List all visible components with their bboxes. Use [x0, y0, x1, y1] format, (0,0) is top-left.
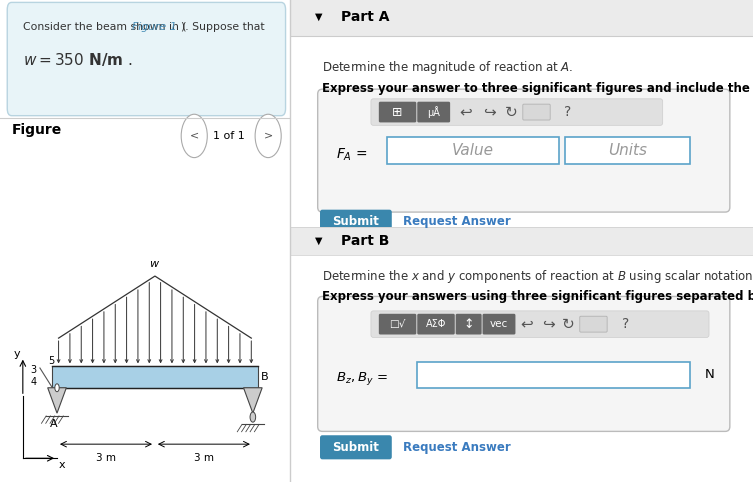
FancyBboxPatch shape	[318, 89, 730, 212]
Text: 1 of 1: 1 of 1	[213, 131, 245, 141]
FancyBboxPatch shape	[456, 314, 482, 335]
Text: $w = 350\ \mathbf{N/m}$ .: $w = 350\ \mathbf{N/m}$ .	[23, 51, 133, 67]
Text: ?: ?	[564, 105, 572, 119]
Text: >: >	[264, 131, 273, 141]
Bar	[290, 227, 753, 255]
FancyBboxPatch shape	[8, 2, 285, 116]
Text: ). Suppose that: ). Suppose that	[181, 22, 265, 32]
Bar	[566, 137, 691, 164]
Text: A: A	[50, 419, 57, 429]
FancyBboxPatch shape	[320, 210, 392, 234]
Text: Figure: Figure	[11, 123, 62, 137]
Bar	[53, 366, 258, 388]
FancyBboxPatch shape	[417, 102, 450, 122]
Text: $B_z, B_y$ =: $B_z, B_y$ =	[336, 370, 388, 387]
Text: 5: 5	[47, 356, 54, 366]
FancyBboxPatch shape	[371, 311, 709, 337]
Circle shape	[181, 114, 207, 158]
Text: AΣΦ: AΣΦ	[425, 319, 446, 329]
FancyBboxPatch shape	[417, 314, 455, 335]
FancyBboxPatch shape	[371, 99, 663, 125]
Text: Submit: Submit	[333, 215, 380, 228]
Text: <: <	[190, 131, 199, 141]
Bar	[417, 362, 691, 388]
Text: 3 m: 3 m	[96, 453, 116, 463]
Polygon shape	[243, 388, 262, 413]
FancyBboxPatch shape	[320, 435, 392, 459]
FancyBboxPatch shape	[379, 314, 416, 335]
Text: Figure 1: Figure 1	[132, 22, 176, 32]
FancyBboxPatch shape	[379, 102, 416, 122]
Circle shape	[250, 412, 255, 422]
Text: ↪: ↪	[542, 317, 555, 332]
Text: ?: ?	[622, 317, 630, 331]
Text: Units: Units	[608, 143, 648, 159]
Text: B: B	[261, 372, 269, 382]
Text: Part B: Part B	[341, 234, 389, 248]
Text: Consider the beam shown in (: Consider the beam shown in (	[23, 22, 187, 32]
Text: μÅ: μÅ	[427, 106, 440, 118]
Bar	[290, 0, 753, 36]
Text: Submit: Submit	[333, 441, 380, 454]
Text: y: y	[14, 349, 20, 359]
Text: □√: □√	[389, 319, 406, 329]
Text: ↻: ↻	[562, 317, 575, 332]
Circle shape	[55, 384, 59, 392]
FancyBboxPatch shape	[318, 296, 730, 431]
Text: 3 m: 3 m	[194, 453, 214, 463]
Text: ⊞: ⊞	[392, 106, 403, 119]
Text: ↩: ↩	[459, 105, 472, 120]
Polygon shape	[47, 388, 66, 413]
Text: ↻: ↻	[505, 105, 517, 120]
Text: ↕: ↕	[463, 318, 474, 331]
FancyBboxPatch shape	[580, 316, 607, 332]
Text: ▼: ▼	[316, 236, 323, 246]
Text: 3: 3	[31, 365, 37, 375]
Text: Determine the $x$ and $y$ components of reaction at $B$ using scalar notation.: Determine the $x$ and $y$ components of …	[322, 268, 753, 284]
Text: x: x	[59, 460, 66, 470]
Text: 4: 4	[31, 377, 37, 387]
Text: ↪: ↪	[483, 105, 495, 120]
Text: Express your answers using three significant figures separated by a comma.: Express your answers using three signifi…	[322, 290, 753, 303]
Text: Part A: Part A	[341, 10, 389, 24]
FancyBboxPatch shape	[483, 314, 516, 335]
FancyBboxPatch shape	[523, 104, 550, 120]
Circle shape	[255, 114, 281, 158]
Text: Request Answer: Request Answer	[404, 215, 511, 228]
Text: vec: vec	[489, 319, 508, 329]
Text: N: N	[704, 369, 714, 381]
Text: $F_A$ =: $F_A$ =	[336, 147, 367, 163]
Text: $w$: $w$	[149, 259, 160, 269]
Text: Determine the magnitude of reaction at $A$.: Determine the magnitude of reaction at $…	[322, 59, 574, 76]
Bar	[387, 137, 559, 164]
Text: Request Answer: Request Answer	[404, 441, 511, 454]
Text: ▼: ▼	[316, 12, 323, 22]
Text: ↩: ↩	[520, 317, 533, 332]
Text: Express your answer to three significant figures and include the appropriate uni: Express your answer to three significant…	[322, 82, 753, 95]
Text: Value: Value	[452, 143, 494, 159]
